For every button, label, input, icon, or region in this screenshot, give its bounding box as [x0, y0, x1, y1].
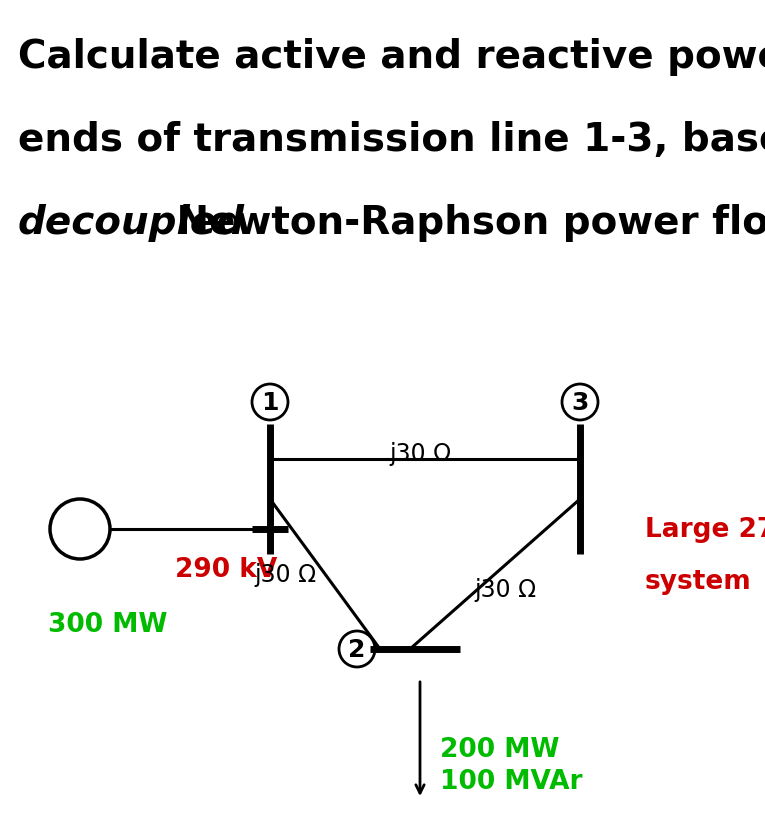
- Text: ends of transmission line 1-3, based upon the: ends of transmission line 1-3, based upo…: [18, 121, 765, 159]
- Text: 290 kV: 290 kV: [175, 557, 277, 582]
- Text: 200 MW: 200 MW: [440, 736, 559, 762]
- Text: j30 Ω: j30 Ω: [474, 577, 536, 601]
- Text: 2: 2: [348, 638, 366, 662]
- Text: 1: 1: [262, 390, 278, 414]
- Text: Newton-Raphson power flow method.: Newton-Raphson power flow method.: [163, 203, 765, 241]
- Text: Large 275 kV: Large 275 kV: [645, 516, 765, 543]
- Text: 100 MVAr: 100 MVAr: [440, 768, 582, 794]
- Text: 3: 3: [571, 390, 589, 414]
- Text: system: system: [645, 568, 752, 595]
- Text: Calculate active and reactive power flows at both: Calculate active and reactive power flow…: [18, 38, 765, 76]
- Text: j30 Ω: j30 Ω: [389, 442, 451, 466]
- Text: decoupled: decoupled: [18, 203, 245, 241]
- Text: j30 Ω: j30 Ω: [254, 562, 316, 586]
- Text: 300 MW: 300 MW: [48, 611, 168, 638]
